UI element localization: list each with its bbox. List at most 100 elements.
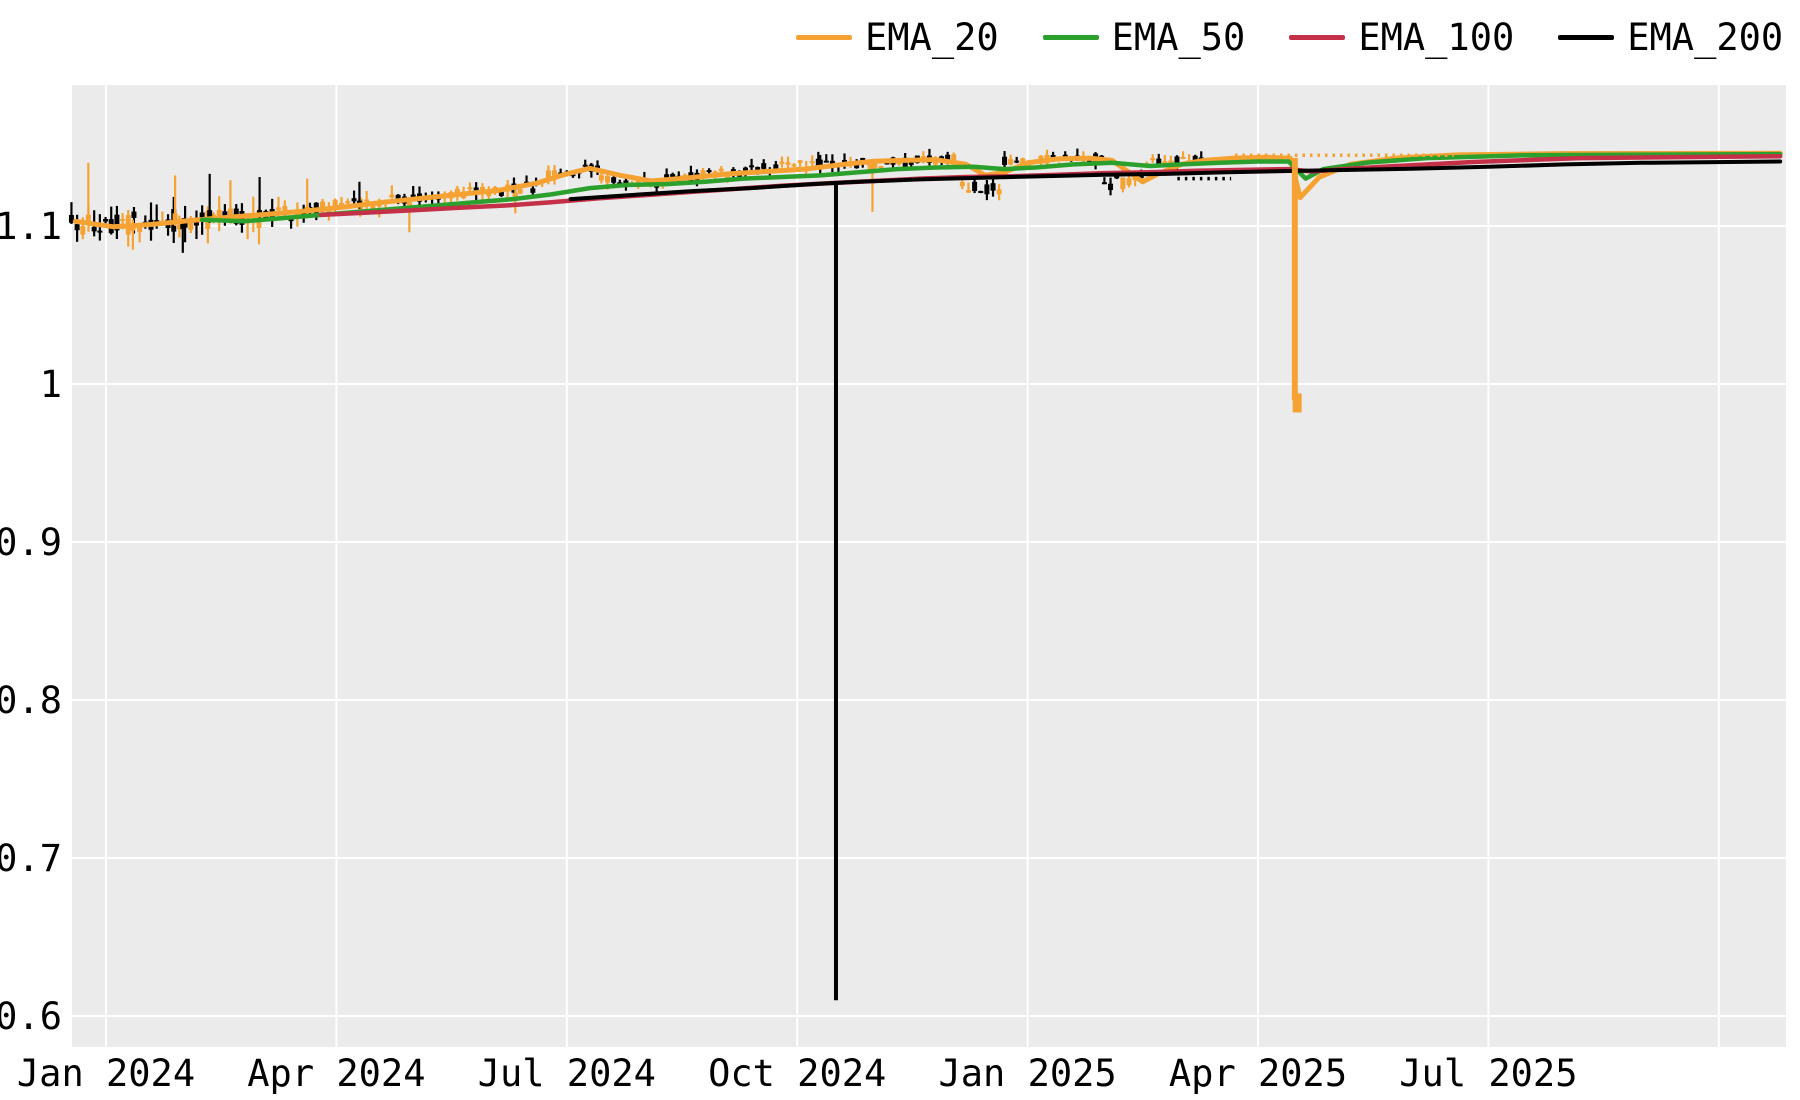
ema-20-line-swatch — [796, 34, 852, 40]
candle-body — [1050, 155, 1056, 158]
candle-body — [176, 224, 182, 230]
ema-100-line-swatch — [1289, 34, 1346, 40]
candle-body — [114, 214, 120, 231]
candle-body — [227, 208, 233, 215]
candle-body — [326, 206, 332, 216]
y-tick-label: 1 — [40, 363, 62, 406]
candle-body — [222, 211, 228, 219]
candle-body — [664, 174, 670, 179]
candle-body — [467, 187, 473, 190]
candle-body — [97, 230, 103, 233]
x-tick-label: Apr 2025 — [1169, 1052, 1347, 1095]
candle-body — [797, 160, 803, 163]
candle-body — [137, 224, 143, 233]
candle-body — [965, 190, 971, 193]
candle-body — [972, 181, 978, 192]
candle-body — [338, 203, 344, 206]
candle-body — [199, 212, 205, 219]
y-tick-label: 0.8 — [0, 679, 62, 722]
candle-body — [823, 160, 829, 163]
x-tick-label: Oct 2024 — [708, 1052, 886, 1095]
candle-body — [878, 166, 884, 169]
candle-body — [595, 165, 601, 170]
candle-body — [1180, 156, 1186, 159]
candle-body — [275, 207, 281, 211]
x-tick-label: Jan 2025 — [938, 1052, 1116, 1095]
legend-item-ema-50: EMA_50 — [1042, 15, 1246, 59]
y-tick-label: 0.9 — [0, 521, 62, 564]
candle-body — [80, 226, 86, 235]
legend-label-ema-20: EMA_20 — [865, 15, 999, 59]
ema-200-line — [568, 159, 1783, 202]
candle-body — [131, 211, 137, 218]
candle-body — [1126, 178, 1132, 185]
candle-body — [207, 210, 213, 220]
candle-body — [869, 164, 875, 170]
candle-body — [1020, 158, 1026, 165]
candle-body — [406, 202, 412, 208]
candle-body — [188, 219, 194, 230]
candle-body — [1156, 158, 1162, 166]
candle-body — [91, 226, 97, 232]
candle-body — [1008, 159, 1014, 165]
candle-body — [1162, 161, 1168, 164]
candle-body — [1150, 158, 1156, 161]
x-tick-label: Jan 2024 — [17, 1052, 195, 1095]
candle-body — [211, 214, 217, 217]
candle-body — [984, 184, 990, 195]
candle-body — [370, 204, 376, 211]
candle-body — [582, 164, 588, 167]
candle-body — [779, 161, 785, 164]
ema-50-line-swatch — [1042, 34, 1099, 40]
candle-body — [1138, 175, 1144, 179]
y-tick-label: 1.1 — [0, 205, 62, 248]
legend-label-ema-50: EMA_50 — [1111, 15, 1246, 59]
candle-body — [332, 199, 338, 209]
candle-body — [364, 199, 370, 202]
candle-body — [530, 188, 536, 193]
candle-body — [605, 176, 611, 183]
candle-body — [103, 218, 109, 222]
legend-label-ema-100: EMA_100 — [1358, 15, 1515, 59]
candle-body — [288, 219, 294, 222]
candle-body — [951, 154, 957, 162]
candle-body — [1114, 176, 1120, 179]
candle-body — [1038, 155, 1044, 162]
ema-200-line-swatch — [1558, 34, 1615, 40]
candle-body — [945, 154, 951, 163]
candle-body — [866, 163, 872, 166]
candle-body — [389, 194, 395, 198]
candle-body — [1174, 156, 1180, 165]
candle-body — [1101, 182, 1107, 185]
candle-body — [617, 182, 623, 185]
candle-body — [552, 170, 558, 178]
candle-body — [809, 161, 815, 164]
y-tick-label: 0.7 — [0, 837, 62, 880]
candle-body — [1014, 160, 1020, 163]
candle-body — [611, 177, 617, 183]
candle-body — [773, 164, 779, 169]
candle-body — [791, 164, 797, 167]
candle-body — [749, 165, 755, 168]
candle-body — [395, 194, 401, 200]
x-tick-label: Jul 2025 — [1399, 1052, 1577, 1095]
candle-body — [1198, 157, 1204, 160]
candle-body — [706, 170, 712, 173]
candle-body — [180, 222, 186, 230]
candle-body — [351, 198, 357, 202]
candle-body — [724, 175, 730, 178]
legend-item-ema-200: EMA_200 — [1558, 19, 1783, 56]
candle-body — [1002, 156, 1008, 165]
plot-background — [72, 85, 1786, 1047]
candle-body — [498, 190, 504, 196]
candle-body — [512, 192, 518, 198]
candle-body — [817, 159, 823, 168]
candle-body — [320, 201, 326, 212]
candle-body — [761, 163, 767, 169]
candle-body — [570, 174, 576, 177]
candle-body — [216, 209, 222, 219]
candle-body — [978, 190, 984, 193]
candle-body — [623, 180, 629, 184]
candle-body — [74, 224, 80, 231]
